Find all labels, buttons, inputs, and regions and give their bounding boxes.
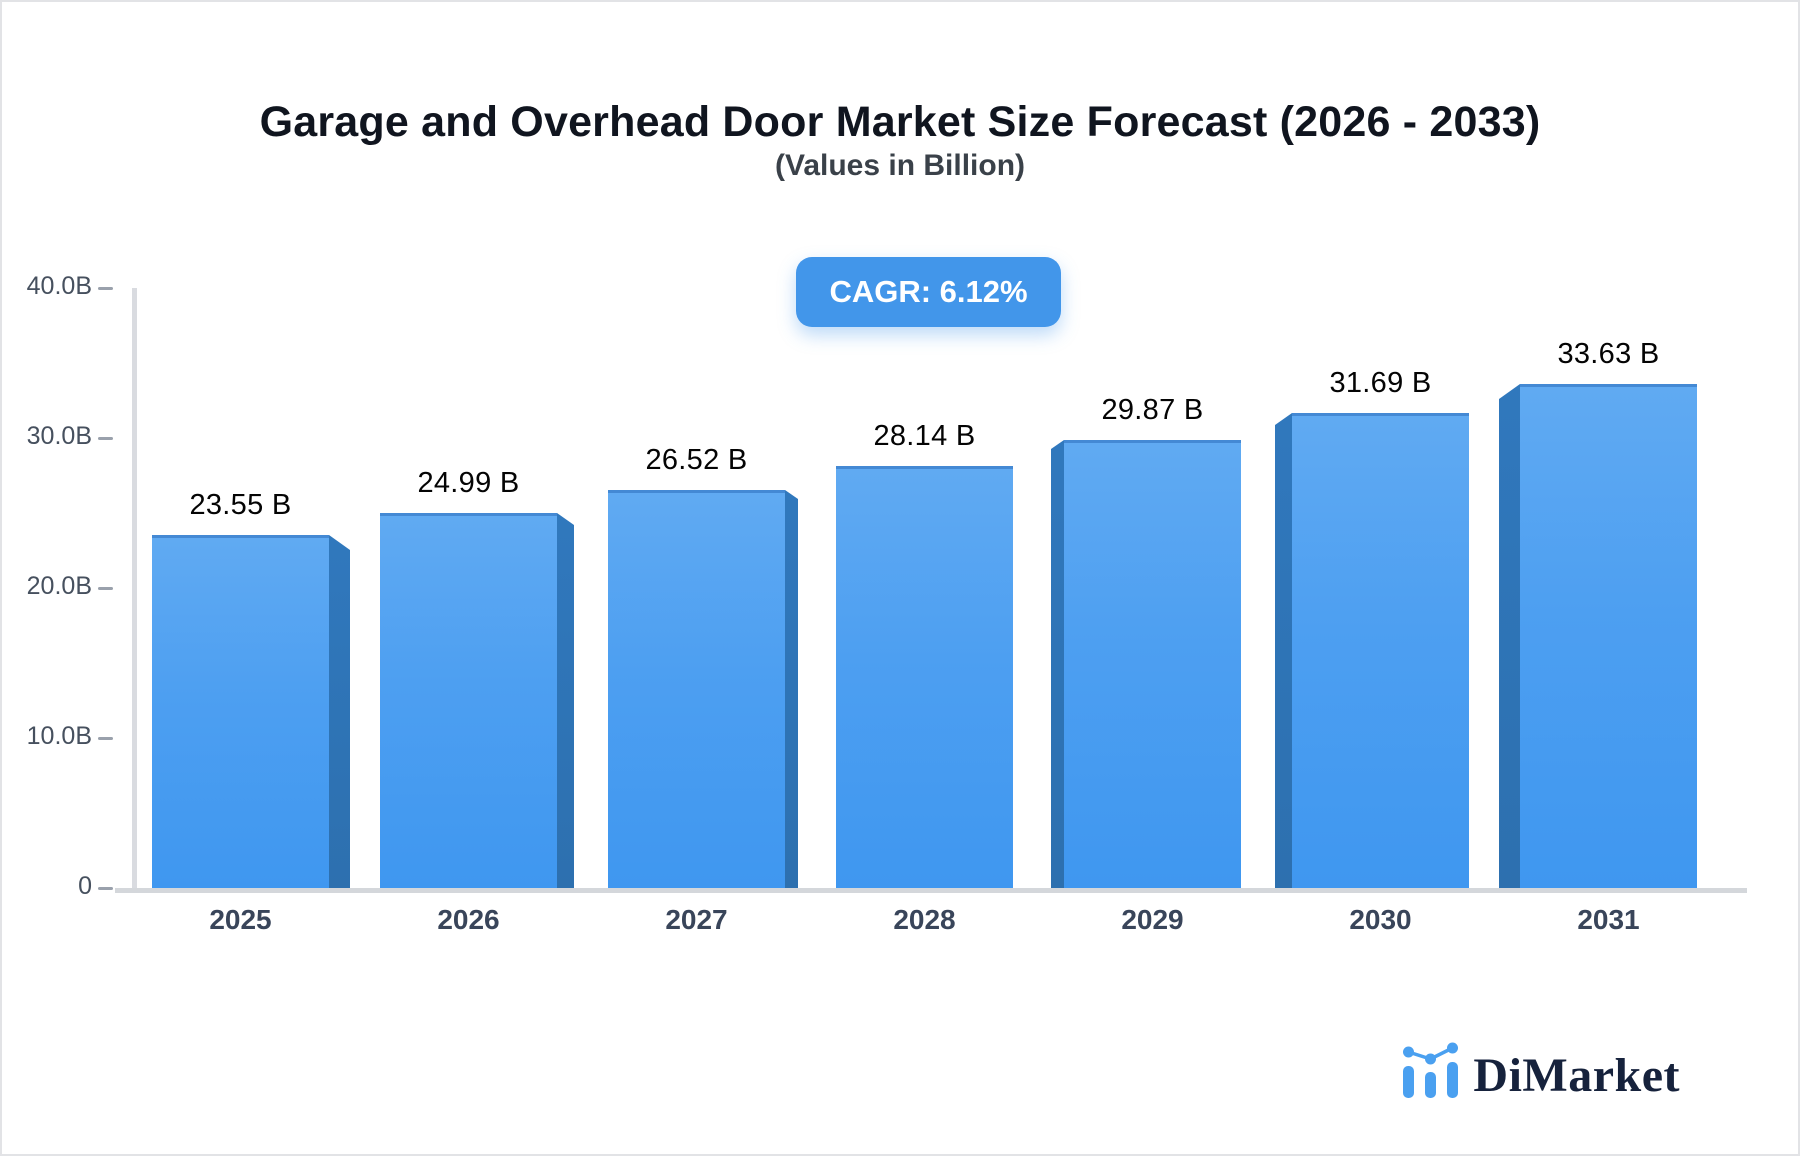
y-axis-line: [132, 288, 137, 893]
bar-side-face: [785, 490, 798, 888]
bar: [836, 466, 1013, 888]
cagr-badge: CAGR: 6.12%: [796, 257, 1061, 327]
bar-value-label: 29.87 B: [1101, 394, 1204, 426]
bar-value-label: 33.63 B: [1557, 338, 1660, 370]
bar-side-face: [1499, 384, 1520, 888]
y-tick-mark: [98, 437, 113, 440]
bar-value-label: 31.69 B: [1329, 367, 1432, 399]
y-tick-mark: [98, 587, 113, 590]
bar-value-label: 28.14 B: [873, 420, 976, 452]
bar: [1064, 440, 1241, 888]
y-tick-label: 20.0B: [26, 572, 92, 600]
bar-side-face: [1051, 440, 1064, 888]
bar-side-face: [329, 535, 350, 888]
bar-value-label: 26.52 B: [645, 444, 748, 476]
y-tick-mark: [98, 737, 113, 740]
y-tick-label: 30.0B: [26, 422, 92, 450]
y-tick-label: 10.0B: [26, 722, 92, 750]
y-tick-label: 0: [78, 872, 92, 900]
x-axis-label: 2030: [1349, 904, 1412, 935]
x-axis-label: 2025: [209, 904, 272, 935]
y-tick-mark: [98, 887, 113, 890]
bar-value-label: 23.55 B: [189, 489, 292, 521]
x-axis-label: 2031: [1577, 904, 1640, 935]
bar-value-label: 24.99 B: [417, 467, 520, 499]
bar: [608, 490, 785, 888]
x-axis-label: 2029: [1121, 904, 1184, 935]
chart-subtitle: (Values in Billion): [774, 149, 1026, 182]
x-axis-baseline: [115, 888, 1747, 893]
bar-side-face: [1275, 413, 1292, 888]
bar-line-chart-icon: [1401, 1040, 1461, 1100]
bar: [152, 535, 329, 888]
x-axis-label: 2028: [893, 904, 956, 935]
x-axis-label: 2027: [665, 904, 728, 935]
logo: DiMarket: [1401, 1040, 1680, 1100]
y-tick-mark: [98, 287, 113, 290]
bar: [1520, 384, 1697, 888]
chart-title: Garage and Overhead Door Market Size For…: [259, 98, 1541, 146]
bar: [1292, 413, 1469, 888]
x-axis-label: 2026: [437, 904, 500, 935]
logo-text: DiMarket: [1473, 1049, 1680, 1102]
bar-side-face: [557, 513, 574, 888]
y-tick-label: 40.0B: [26, 272, 92, 300]
bar: [380, 513, 557, 888]
